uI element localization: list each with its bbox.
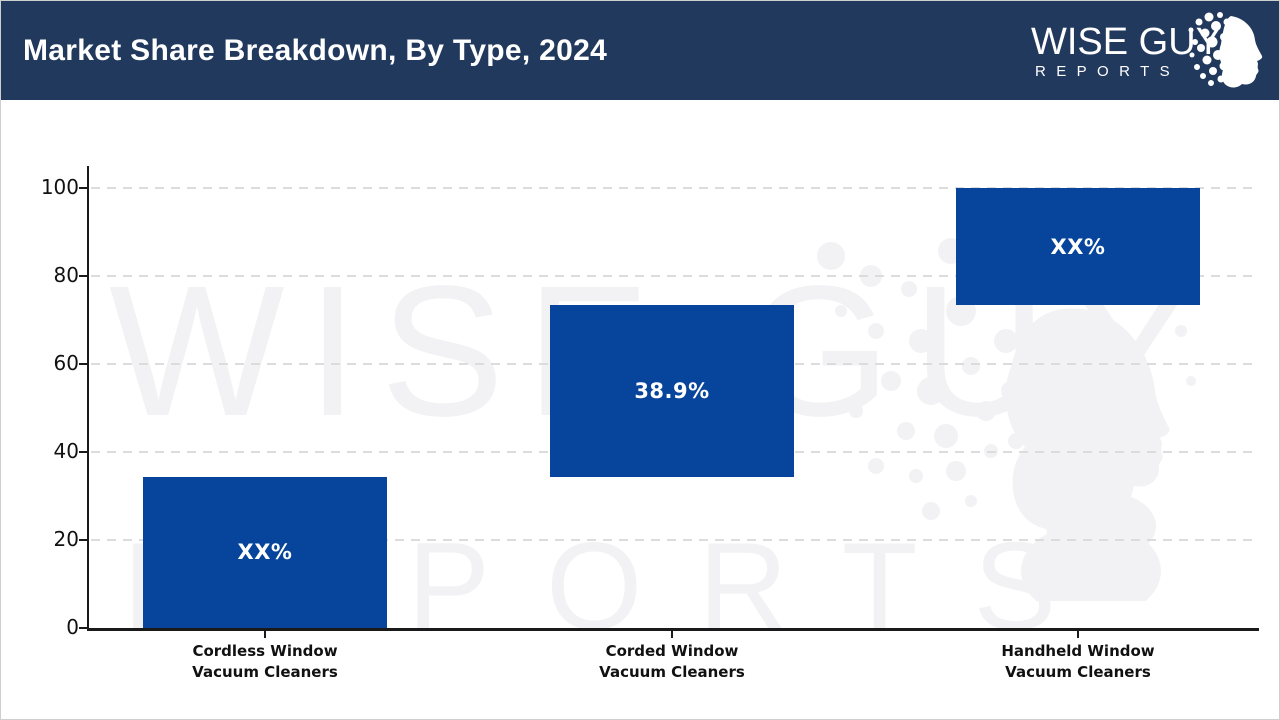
y-gridline (91, 539, 1255, 541)
x-category-label-line: Vacuum Cleaners (599, 663, 745, 681)
header: Market Share Breakdown, By Type, 2024 WI… (1, 1, 1279, 100)
y-tick (79, 187, 87, 189)
y-tick (79, 627, 87, 629)
x-category-label: Corded Window Vacuum Cleaners (512, 641, 832, 683)
y-tick-label: 60 (53, 351, 79, 375)
y-tick (79, 275, 87, 277)
bar-value-label: XX% (237, 540, 293, 565)
bar-value-label: 38.9% (634, 379, 710, 404)
logo-face-icon (1188, 11, 1263, 88)
y-tick (79, 451, 87, 453)
x-category-label-line: Handheld Window (1001, 642, 1155, 660)
chart-title: Market Share Breakdown, By Type, 2024 (23, 33, 608, 67)
x-category-label: Cordless Window Vacuum Cleaners (105, 641, 425, 683)
y-tick-label: 80 (53, 263, 79, 287)
x-tick (1077, 631, 1079, 638)
y-axis-line (87, 166, 89, 631)
x-category-label-line: Corded Window (605, 642, 739, 660)
x-category-label: Handheld Window Vacuum Cleaners (918, 641, 1238, 683)
bar-value-label: XX% (1050, 234, 1106, 259)
x-tick (671, 631, 673, 638)
logo-tagline: REPORTS (1035, 63, 1180, 80)
x-category-label-line: Vacuum Cleaners (192, 663, 338, 681)
x-axis-line (87, 628, 1259, 631)
x-category-label-line: Vacuum Cleaners (1005, 663, 1151, 681)
x-category-label-line: Cordless Window (192, 642, 338, 660)
y-tick-label: 40 (53, 439, 79, 463)
logo-wordmark: WISE GUY (1031, 21, 1221, 63)
y-tick (79, 539, 87, 541)
y-tick-label: 100 (40, 175, 79, 199)
x-tick (264, 631, 266, 638)
y-gridline (91, 187, 1255, 189)
bar-segment: XX% (143, 476, 387, 628)
bar-segment: XX% (956, 188, 1200, 306)
y-tick-label: 0 (66, 615, 79, 639)
y-tick (79, 363, 87, 365)
y-gridline (91, 275, 1255, 277)
bar-segment: 38.9% (550, 305, 794, 477)
wiseguy-logo: WISE GUY REPORTS (1031, 11, 1263, 88)
y-tick-label: 20 (53, 527, 79, 551)
